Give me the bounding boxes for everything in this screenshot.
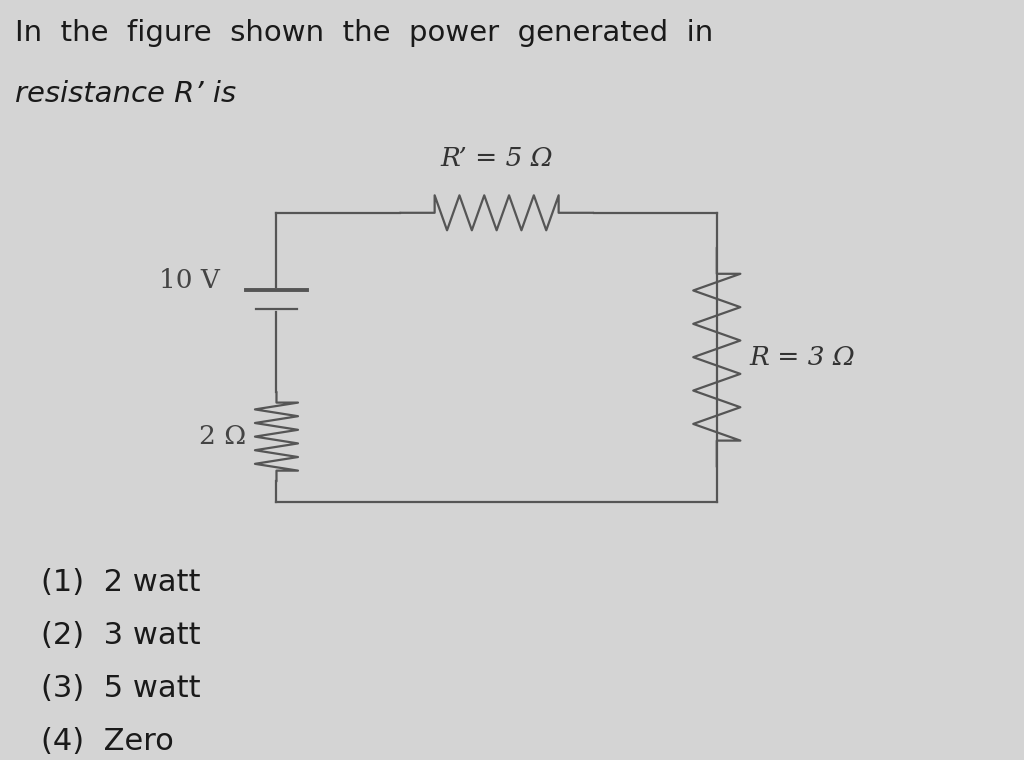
Text: R = 3 Ω: R = 3 Ω [750,345,855,369]
Text: In  the  figure  shown  the  power  generated  in: In the figure shown the power generated … [15,19,714,47]
Text: resistance R’ is: resistance R’ is [15,80,237,108]
Text: 10 V: 10 V [160,268,220,293]
Text: 2 Ω: 2 Ω [199,424,246,449]
Text: (4)  Zero: (4) Zero [41,727,174,756]
Text: (1)  2 watt: (1) 2 watt [41,568,201,597]
Text: R’ = 5 Ω: R’ = 5 Ω [440,146,553,171]
Text: (3)  5 watt: (3) 5 watt [41,674,201,703]
Text: (2)  3 watt: (2) 3 watt [41,621,201,650]
